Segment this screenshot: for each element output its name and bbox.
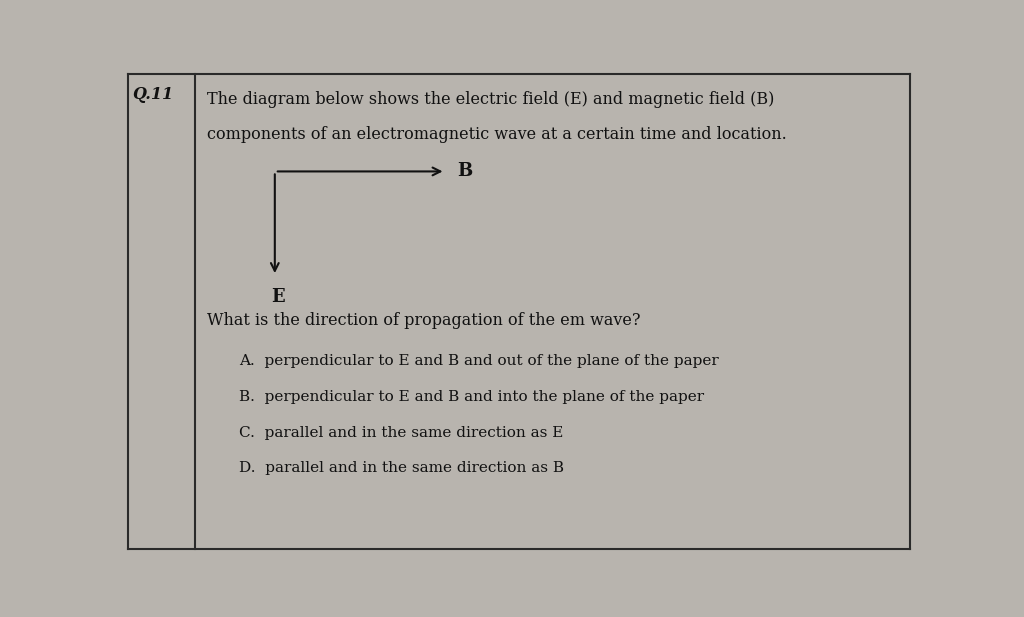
Text: C.  parallel and in the same direction as E: C. parallel and in the same direction as… — [240, 426, 563, 439]
Text: B: B — [458, 162, 473, 180]
Text: components of an electromagnetic wave at a certain time and location.: components of an electromagnetic wave at… — [207, 126, 787, 143]
Text: What is the direction of propagation of the em wave?: What is the direction of propagation of … — [207, 312, 641, 329]
Text: B.  perpendicular to E and B and into the plane of the paper: B. perpendicular to E and B and into the… — [240, 390, 705, 404]
Text: The diagram below shows the electric field (E) and magnetic field (B): The diagram below shows the electric fie… — [207, 91, 775, 108]
Text: D.  parallel and in the same direction as B: D. parallel and in the same direction as… — [240, 462, 564, 475]
Text: E: E — [270, 288, 285, 306]
Text: A.  perpendicular to E and B and out of the plane of the paper: A. perpendicular to E and B and out of t… — [240, 354, 719, 368]
Text: Q.11: Q.11 — [132, 86, 173, 103]
